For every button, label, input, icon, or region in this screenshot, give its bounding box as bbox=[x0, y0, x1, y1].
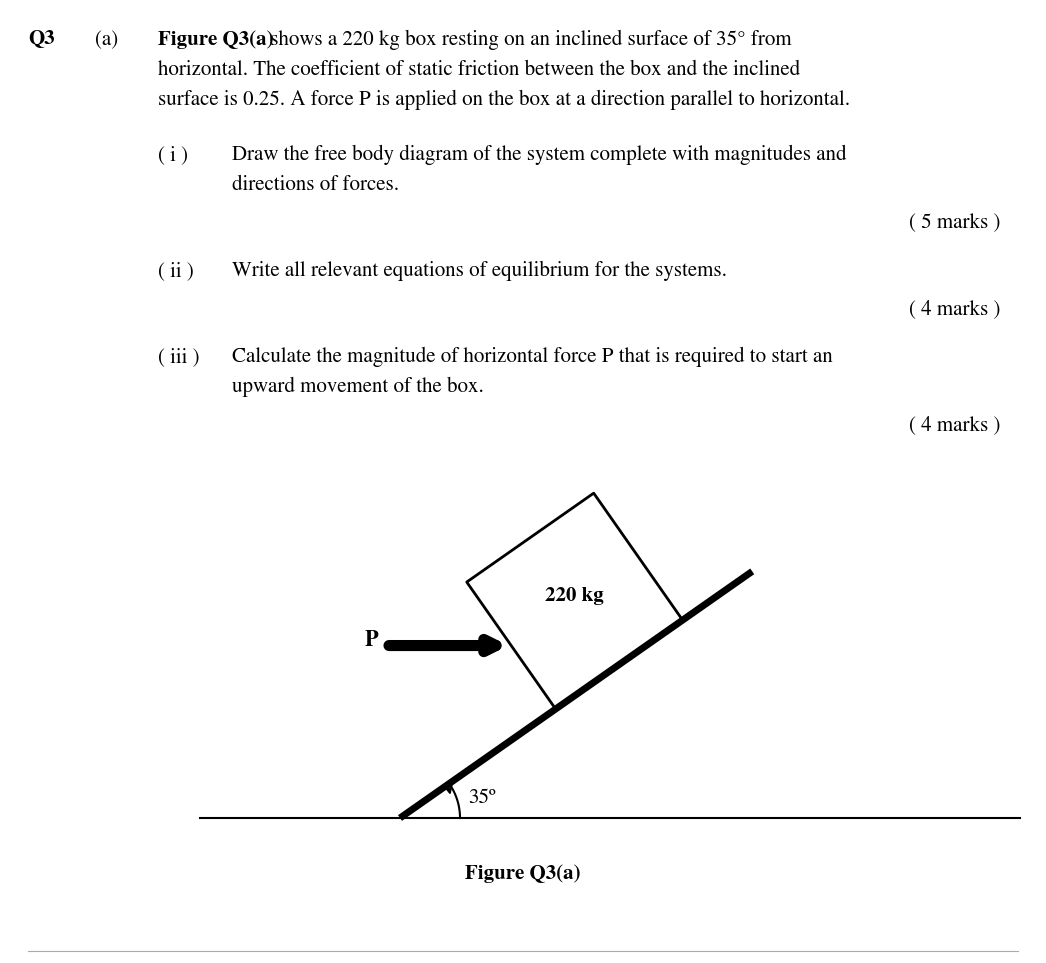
Text: Calculate the magnitude of horizontal force P that is required to start an: Calculate the magnitude of horizontal fo… bbox=[232, 347, 833, 367]
Text: Q3: Q3 bbox=[28, 30, 54, 48]
Text: ( ii ): ( ii ) bbox=[158, 261, 194, 281]
Text: upward movement of the box.: upward movement of the box. bbox=[232, 377, 484, 398]
Text: 35º: 35º bbox=[468, 789, 496, 808]
Text: directions of forces.: directions of forces. bbox=[232, 175, 400, 195]
Text: shows a 220 kg box resting on an inclined surface of 35° from: shows a 220 kg box resting on an incline… bbox=[265, 30, 792, 50]
Text: (a): (a) bbox=[95, 30, 118, 50]
Text: ( iii ): ( iii ) bbox=[158, 347, 200, 367]
Text: ( i ): ( i ) bbox=[158, 145, 188, 165]
Text: 220 kg: 220 kg bbox=[545, 587, 604, 605]
Text: Figure Q3(a): Figure Q3(a) bbox=[465, 865, 581, 883]
Text: Draw the free body diagram of the system complete with magnitudes and: Draw the free body diagram of the system… bbox=[232, 145, 846, 166]
Text: ( 4 marks ): ( 4 marks ) bbox=[909, 299, 1000, 319]
Text: Write all relevant equations of equilibrium for the systems.: Write all relevant equations of equilibr… bbox=[232, 261, 727, 281]
Text: Figure Q3(a): Figure Q3(a) bbox=[158, 30, 274, 49]
Text: ( 4 marks ): ( 4 marks ) bbox=[909, 415, 1000, 434]
Text: ( 5 marks ): ( 5 marks ) bbox=[909, 213, 1000, 233]
Text: horizontal. The coefficient of static friction between the box and the inclined: horizontal. The coefficient of static fr… bbox=[158, 60, 800, 80]
Text: P: P bbox=[365, 630, 379, 651]
Text: surface is 0.25. A force P is applied on the box at a direction parallel to hori: surface is 0.25. A force P is applied on… bbox=[158, 90, 850, 111]
Text: Figure Q3(a) shows a 220 kg box resting on an inclined surface of 35° from: Figure Q3(a) shows a 220 kg box resting … bbox=[158, 30, 793, 50]
